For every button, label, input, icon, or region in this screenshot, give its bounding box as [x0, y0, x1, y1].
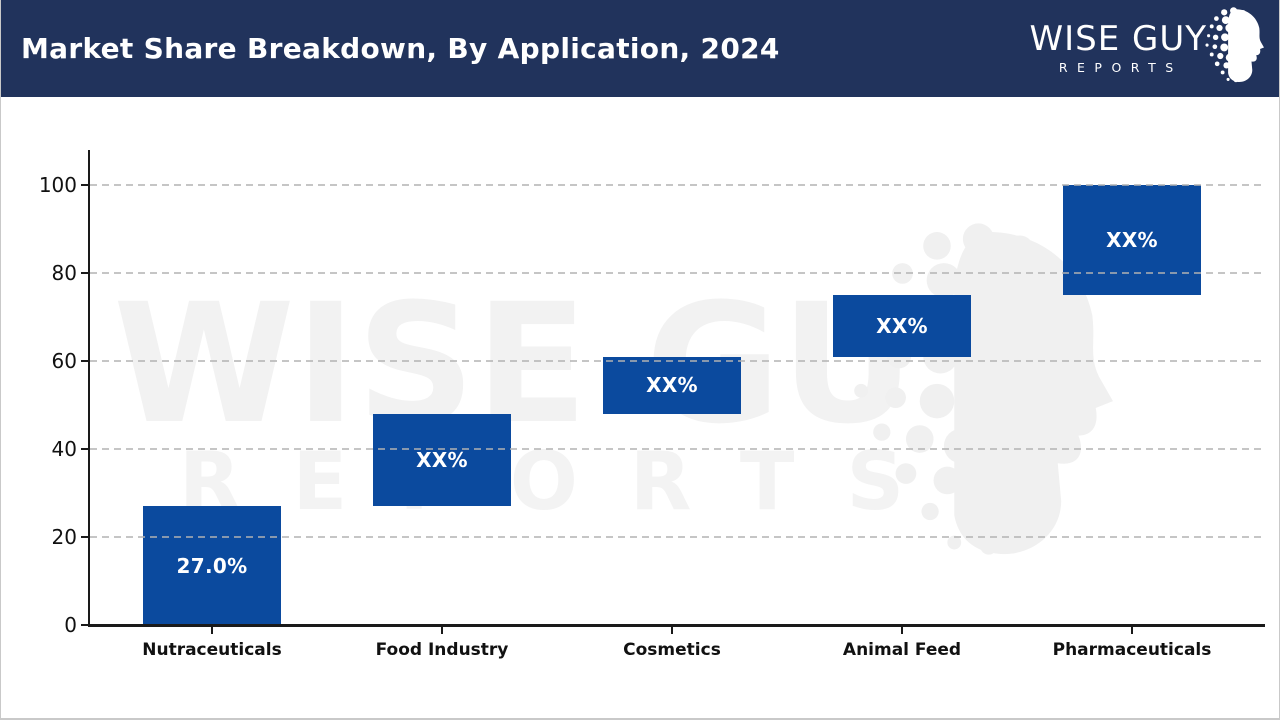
header-bar: Market Share Breakdown, By Application, … — [1, 0, 1279, 97]
gridline — [90, 448, 1265, 450]
y-tick-label: 100 — [38, 173, 77, 197]
bar-segment: XX% — [833, 295, 971, 357]
x-tick-mark — [441, 627, 443, 634]
y-tick-label: 20 — [51, 525, 77, 549]
y-tick-mark — [81, 184, 88, 186]
gridline — [90, 536, 1265, 538]
logo-tagline: REPORTS — [1058, 60, 1183, 75]
x-axis-category-label: Food Industry — [375, 640, 509, 660]
x-axis-category-label: Pharmaceuticals — [1052, 640, 1212, 660]
gridline — [90, 272, 1265, 274]
bar-value-label: XX% — [876, 313, 928, 338]
y-tick-label: 60 — [51, 349, 77, 373]
bar-segment: XX% — [1063, 185, 1201, 295]
x-tick-mark — [211, 627, 213, 634]
logo-face-icon — [1205, 7, 1264, 83]
x-axis-category-label: Cosmetics — [623, 640, 721, 660]
y-tick-mark — [81, 360, 88, 362]
logo-name: WISE GUY — [1029, 19, 1207, 59]
gridline — [90, 360, 1265, 362]
watermark-text-line2: REPORTS — [179, 435, 957, 528]
bar-value-label: XX% — [1106, 228, 1158, 252]
x-tick-mark — [671, 627, 673, 634]
x-tick-mark — [901, 627, 903, 634]
x-tick-mark — [1131, 627, 1133, 634]
y-tick-label: 80 — [51, 261, 77, 285]
logo-text: WISE GUY REPORTS — [1029, 19, 1207, 75]
y-axis-line — [88, 150, 90, 627]
logo: WISE GUY REPORTS — [1029, 3, 1271, 95]
y-tick-mark — [81, 272, 88, 274]
y-tick-label: 40 — [51, 437, 77, 461]
x-axis-category-label: Animal Feed — [842, 640, 962, 660]
y-tick-mark — [81, 448, 88, 450]
bar-value-label: XX% — [646, 373, 698, 398]
bar-value-label: 27.0% — [176, 553, 248, 578]
y-tick-mark — [81, 624, 88, 626]
y-tick-mark — [81, 536, 88, 538]
x-axis-category-label: Nutraceuticals — [142, 640, 282, 660]
x-axis-line — [88, 624, 1265, 627]
page-title: Market Share Breakdown, By Application, … — [21, 31, 780, 65]
y-tick-label: 0 — [64, 613, 77, 637]
bar-segment: XX% — [603, 356, 741, 414]
bar-value-label: XX% — [416, 447, 468, 472]
gridline — [90, 184, 1265, 186]
bar-segment: XX% — [373, 413, 511, 507]
bar-segment: 27.0% — [143, 506, 281, 625]
